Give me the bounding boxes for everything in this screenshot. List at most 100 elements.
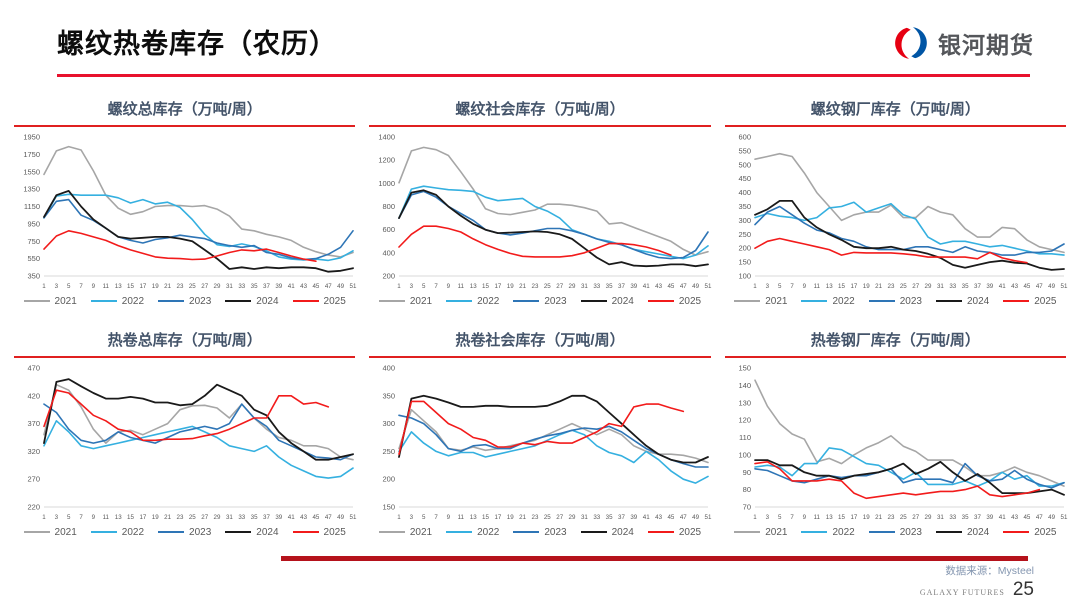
legend-item-2022: 2022 — [90, 527, 144, 538]
series-line-2024 — [43, 378, 354, 461]
svg-text:400: 400 — [383, 364, 396, 373]
svg-text:320: 320 — [27, 447, 40, 456]
legend-year-label: 2025 — [1034, 526, 1057, 538]
svg-text:23: 23 — [532, 283, 539, 290]
svg-text:33: 33 — [594, 283, 601, 290]
series-lines — [398, 146, 710, 268]
svg-text:15: 15 — [838, 514, 845, 521]
svg-text:41: 41 — [998, 283, 1005, 290]
svg-text:3: 3 — [55, 283, 59, 290]
legend-item-2024: 2024 — [580, 296, 634, 307]
svg-text:49: 49 — [692, 514, 699, 521]
svg-text:350: 350 — [27, 272, 40, 281]
svg-text:1150: 1150 — [24, 202, 40, 211]
svg-text:51: 51 — [705, 283, 712, 290]
series-line-2023 — [753, 462, 1065, 489]
legend-swatch — [23, 300, 50, 302]
svg-text:13: 13 — [825, 283, 832, 290]
x-axis-ticks: 1 3 5 7 9 11 13 15 17 19 21 23 25 27 29 31 33 35 37 39 41 43 4… — [398, 514, 713, 521]
svg-text:470: 470 — [27, 364, 40, 373]
svg-text:31: 31 — [937, 514, 944, 521]
chart-title-underline — [724, 125, 1066, 127]
legend-year-label: 2025 — [678, 295, 702, 307]
svg-text:33: 33 — [949, 283, 956, 290]
svg-text:13: 13 — [115, 514, 122, 521]
chart-title-underline — [724, 356, 1066, 358]
y-axis-ticks: 1950 1750 1550 1350 1150 950 750 550 350 — [23, 133, 40, 281]
chart-title: 热卷总库存（万吨/周） — [107, 332, 262, 349]
legend-year-label: 2023 — [899, 526, 922, 538]
svg-text:39: 39 — [275, 283, 282, 290]
svg-text:41: 41 — [643, 283, 650, 290]
svg-text:15: 15 — [838, 283, 845, 290]
svg-text:150: 150 — [383, 503, 396, 512]
legend-item-2025: 2025 — [647, 527, 701, 538]
series-line-2024 — [753, 200, 1065, 271]
svg-text:9: 9 — [447, 283, 451, 290]
svg-text:5: 5 — [778, 514, 782, 521]
series-line-2021 — [43, 145, 354, 258]
legend-item-2021: 2021 — [378, 527, 432, 538]
chart-hrc-social-inventory: 热卷社会库存（万吨/周） 400 350 300 250 200 150 1 3 5 7 9 11 13… — [369, 329, 713, 540]
svg-text:43: 43 — [655, 283, 662, 290]
svg-text:150: 150 — [738, 364, 751, 373]
legend-year-label: 2021 — [54, 295, 77, 307]
line-chart: 400 350 300 250 200 150 1 3 5 7 9 11 13 15 17 19 21 23 25 2… — [369, 360, 713, 522]
legend-swatch — [935, 300, 962, 302]
svg-text:9: 9 — [802, 283, 806, 290]
svg-text:7: 7 — [790, 514, 794, 521]
svg-text:200: 200 — [383, 475, 396, 484]
svg-text:7: 7 — [435, 283, 439, 290]
svg-text:600: 600 — [738, 133, 751, 142]
svg-text:3: 3 — [55, 514, 59, 521]
legend-swatch — [513, 300, 540, 302]
svg-text:1: 1 — [42, 283, 46, 290]
chart-title: 热卷钢厂库存（万吨/周） — [810, 332, 980, 349]
legend-swatch — [1003, 300, 1030, 302]
chart-title-underline — [14, 125, 356, 127]
legend-year-label: 2023 — [544, 526, 567, 538]
chart-legend: 2021 2022 2023 2024 2025 — [369, 293, 710, 309]
svg-text:41: 41 — [288, 283, 295, 290]
legend-item-2025: 2025 — [1003, 296, 1056, 307]
charts-grid: 螺纹总库存（万吨/周） 1950 1750 1550 1350 1150 950 750 55… — [14, 98, 1068, 540]
legend-item-2024: 2024 — [225, 296, 279, 307]
svg-text:21: 21 — [164, 514, 171, 521]
svg-text:47: 47 — [325, 283, 332, 290]
svg-text:1000: 1000 — [379, 179, 396, 188]
svg-text:100: 100 — [738, 272, 751, 281]
svg-text:21: 21 — [519, 283, 526, 290]
legend-item-2024: 2024 — [935, 527, 989, 538]
legend-swatch — [647, 300, 674, 302]
legend-item-2023: 2023 — [158, 527, 211, 538]
line-chart: 470 420 370 320 270 220 1 3 5 7 9 11 13 15 17 19 21 23 25 2… — [14, 360, 357, 522]
legend-year-label: 2024 — [256, 526, 279, 538]
chart-title: 螺纹社会库存（万吨/周） — [455, 101, 625, 118]
legend-year-label: 2022 — [121, 295, 145, 307]
chart-title: 热卷社会库存（万吨/周） — [455, 332, 625, 349]
legend-item-2021: 2021 — [734, 527, 787, 538]
svg-text:33: 33 — [594, 514, 601, 521]
svg-text:13: 13 — [115, 283, 122, 290]
legend-swatch — [647, 531, 674, 533]
svg-text:45: 45 — [668, 283, 675, 290]
legend-swatch — [801, 531, 828, 533]
data-source-label: 数据来源：Mysteel — [945, 565, 1034, 577]
svg-text:35: 35 — [606, 514, 613, 521]
svg-text:35: 35 — [961, 283, 968, 290]
footer: 数据来源：Mysteel GALAXY FUTURES 25 — [920, 563, 1034, 601]
svg-text:51: 51 — [705, 514, 712, 521]
footer-brand-en: GALAXY FUTURES — [919, 588, 1005, 597]
svg-text:37: 37 — [618, 514, 625, 521]
series-line-2022 — [43, 193, 354, 262]
series-line-2022 — [398, 429, 710, 484]
svg-text:39: 39 — [986, 283, 993, 290]
series-line-2023 — [398, 190, 710, 260]
svg-text:1: 1 — [42, 514, 46, 521]
x-axis-ticks: 1 3 5 7 9 11 13 15 17 19 21 23 25 27 29 31 33 35 37 39 41 43 4… — [753, 283, 1068, 290]
svg-text:11: 11 — [458, 283, 465, 290]
